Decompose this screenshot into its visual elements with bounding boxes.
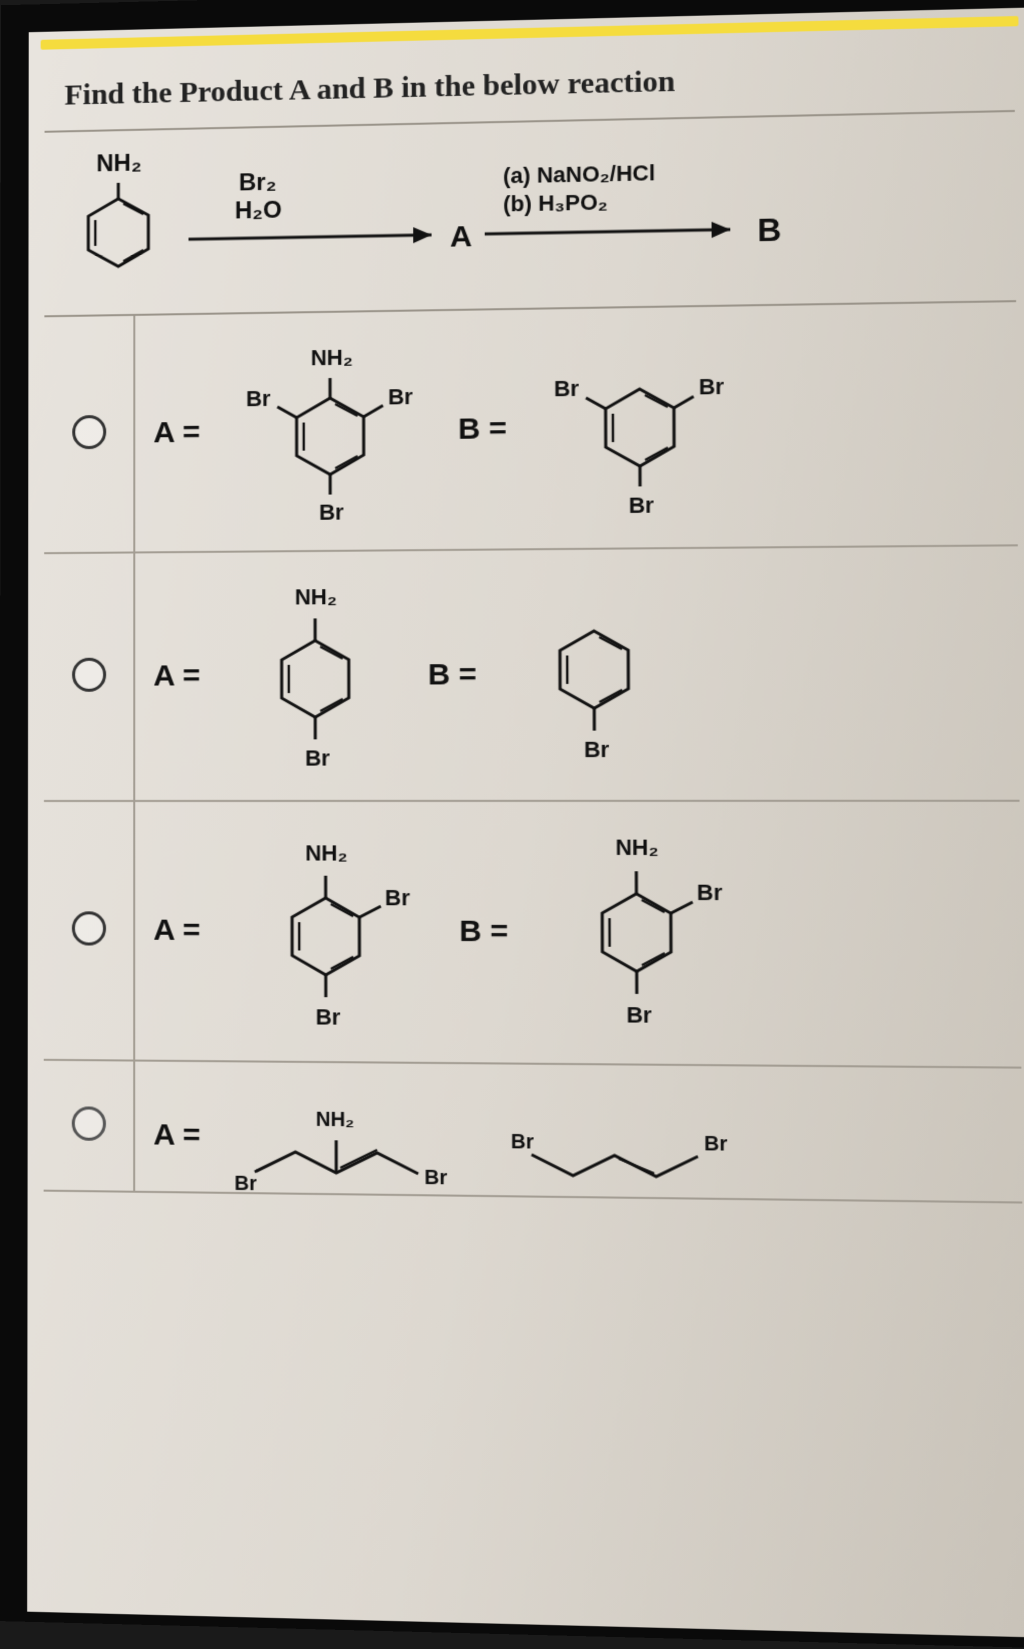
- options-table: A = NH₂: [44, 302, 1023, 1203]
- svg-text:NH₂: NH₂: [316, 1109, 355, 1132]
- question-paper: Find the Product A and B in the below re…: [44, 41, 1023, 1204]
- svg-text:NH₂: NH₂: [615, 834, 658, 860]
- svg-text:Br: Br: [385, 885, 411, 911]
- option-4-content: A = NH₂ Br Br Br: [153, 1080, 1011, 1201]
- svg-text:Br: Br: [246, 386, 271, 411]
- structure-b3: NH₂ Br Br: [543, 820, 741, 1046]
- b-label: B =: [428, 658, 481, 693]
- option-1-content: A = NH₂: [153, 321, 1007, 534]
- radio-option-3[interactable]: [71, 911, 105, 945]
- reagent1-bot: H₂O: [235, 197, 282, 225]
- a-label: A =: [153, 659, 204, 693]
- svg-text:NH₂: NH₂: [311, 345, 353, 371]
- svg-text:Br: Br: [699, 374, 725, 400]
- svg-text:Br: Br: [584, 737, 610, 763]
- structure-b4: Br Br: [511, 1083, 740, 1198]
- structure-b2: Br: [511, 567, 677, 781]
- svg-text:Br: Br: [388, 384, 413, 410]
- svg-text:NH₂: NH₂: [295, 584, 337, 610]
- product-B: B: [757, 211, 781, 248]
- structure-a2: NH₂ Br: [234, 570, 397, 782]
- a-label: A =: [153, 1118, 204, 1153]
- svg-text:Br: Br: [511, 1131, 534, 1154]
- option-row-4: A = NH₂ Br Br Br: [44, 1060, 1023, 1203]
- reagent2-a: (a) NaNO₂/HCl: [503, 160, 655, 188]
- svg-text:Br: Br: [425, 1167, 448, 1190]
- radio-option-2[interactable]: [72, 657, 106, 691]
- option-3-content: A = NH₂ Br: [153, 820, 1010, 1048]
- option-row-2: A = NH₂ Br: [44, 545, 1020, 801]
- reaction-svg: NH₂ Br₂ H₂O A (a) NaNO₂/HCl (b) H₃PO₂ B: [68, 129, 908, 296]
- svg-text:Br: Br: [316, 1004, 341, 1030]
- b-label: B =: [459, 915, 512, 950]
- b-label: B =: [458, 412, 511, 447]
- a-label: A =: [153, 416, 204, 451]
- structure-a3: NH₂ Br Br: [235, 820, 429, 1043]
- reagent1-top: Br₂: [239, 169, 277, 197]
- structure-b1: Br Br Br: [541, 325, 739, 530]
- svg-text:Br: Br: [705, 1133, 729, 1156]
- radio-option-4[interactable]: [71, 1106, 105, 1141]
- radio-option-1[interactable]: [72, 414, 106, 448]
- aniline-nh2: NH₂: [96, 149, 141, 177]
- structure-a4: NH₂ Br Br: [235, 1081, 481, 1195]
- svg-text:NH₂: NH₂: [306, 840, 348, 865]
- structure-a1: NH₂ Br Br Br: [234, 329, 427, 532]
- reagent2-b: (b) H₃PO₂: [503, 189, 608, 216]
- svg-text:Br: Br: [697, 879, 723, 905]
- screen-frame: Find the Product A and B in the below re…: [0, 0, 1024, 1649]
- option-2-content: A = NH₂ Br: [153, 565, 1008, 782]
- reaction-scheme: NH₂ Br₂ H₂O A (a) NaNO₂/HCl (b) H₃PO₂ B: [44, 112, 1016, 317]
- svg-text:Br: Br: [306, 745, 331, 770]
- svg-text:Br: Br: [626, 1002, 652, 1028]
- option-row-3: A = NH₂ Br: [44, 801, 1022, 1068]
- a-label: A =: [153, 914, 204, 948]
- svg-text:Br: Br: [235, 1173, 258, 1195]
- svg-text:Br: Br: [554, 376, 580, 402]
- svg-text:Br: Br: [629, 492, 655, 518]
- option-row-1: A = NH₂: [44, 302, 1018, 553]
- intermediate-A: A: [450, 220, 472, 254]
- svg-text:Br: Br: [319, 499, 344, 524]
